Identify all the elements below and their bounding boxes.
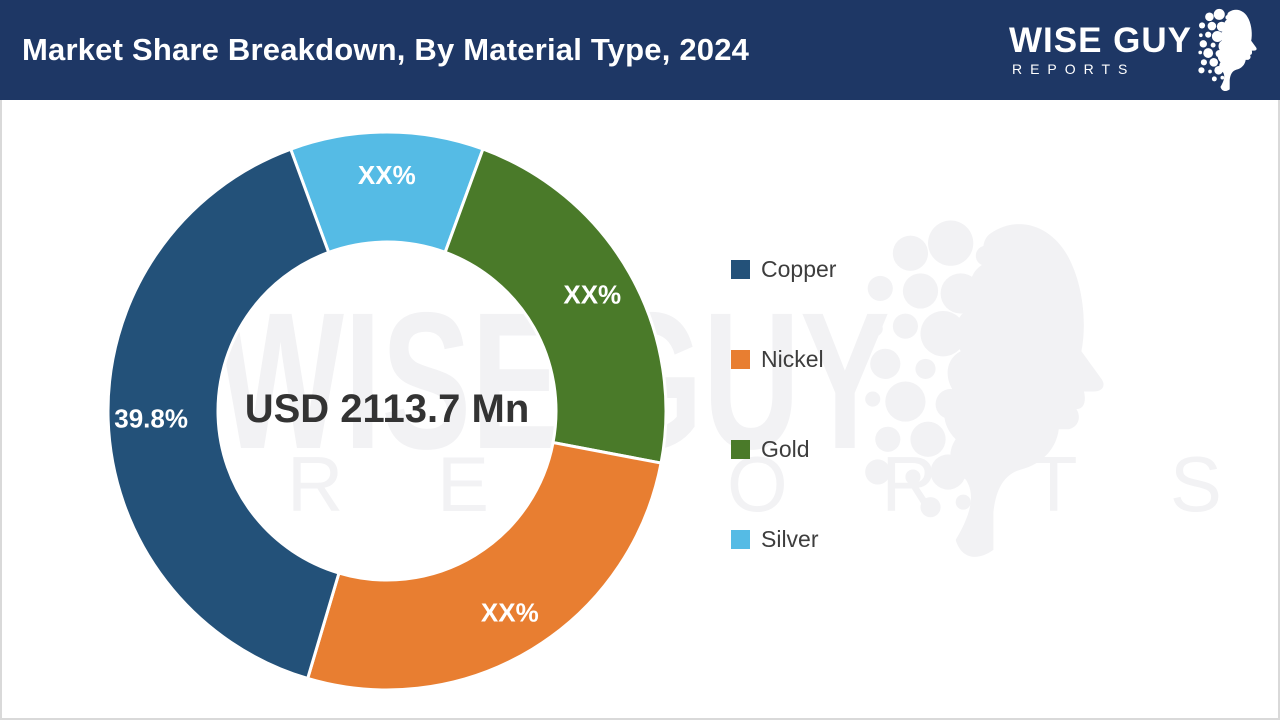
legend-item-nickel: Nickel: [731, 346, 836, 373]
segment-label-copper: 39.8%: [114, 404, 188, 434]
page-title: Market Share Breakdown, By Material Type…: [22, 32, 750, 67]
legend-swatch-copper: [731, 260, 750, 279]
legend-swatch-gold: [731, 440, 750, 459]
donut-segment-nickel: [305, 440, 663, 692]
chart-legend: Copper Nickel Gold Silver: [731, 256, 836, 553]
donut-chart: USD 2113.7 Mn XX% XX% XX% 39.8%: [106, 130, 668, 692]
legend-item-silver: Silver: [731, 526, 836, 553]
wiseguy-face-icon: [1196, 7, 1272, 93]
legend-swatch-nickel: [731, 350, 750, 369]
watermark-subtitle: R E P O R T S: [287, 440, 1258, 528]
legend-label-gold: Gold: [761, 436, 810, 462]
donut-segment-copper: [106, 147, 341, 681]
legend-item-copper: Copper: [731, 256, 836, 283]
logo-text: WISE GUY REPORTS: [1009, 23, 1192, 77]
logo-wordmark: WISE GUY: [1008, 21, 1192, 60]
legend-label-copper: Copper: [761, 256, 837, 282]
logo-subtitle: REPORTS: [1011, 61, 1136, 77]
wiseguy-logo: WISE GUY REPORTS: [1009, 6, 1272, 94]
header-bar: Market Share Breakdown, By Material Type…: [0, 0, 1280, 100]
segment-label-gold: XX%: [563, 280, 621, 310]
legend-label-silver: Silver: [761, 526, 819, 552]
chart-canvas: WISE GUY R E P O R T S USD 2113.7 Mn XX%…: [0, 100, 1280, 720]
legend-item-gold: Gold: [731, 436, 836, 463]
legend-swatch-silver: [731, 530, 750, 549]
segment-label-nickel: XX%: [481, 598, 539, 628]
legend-label-nickel: Nickel: [761, 346, 824, 372]
donut-center-label: USD 2113.7 Mn: [245, 387, 530, 431]
segment-label-silver: XX%: [358, 160, 416, 190]
donut-segment-gold: [443, 147, 668, 465]
